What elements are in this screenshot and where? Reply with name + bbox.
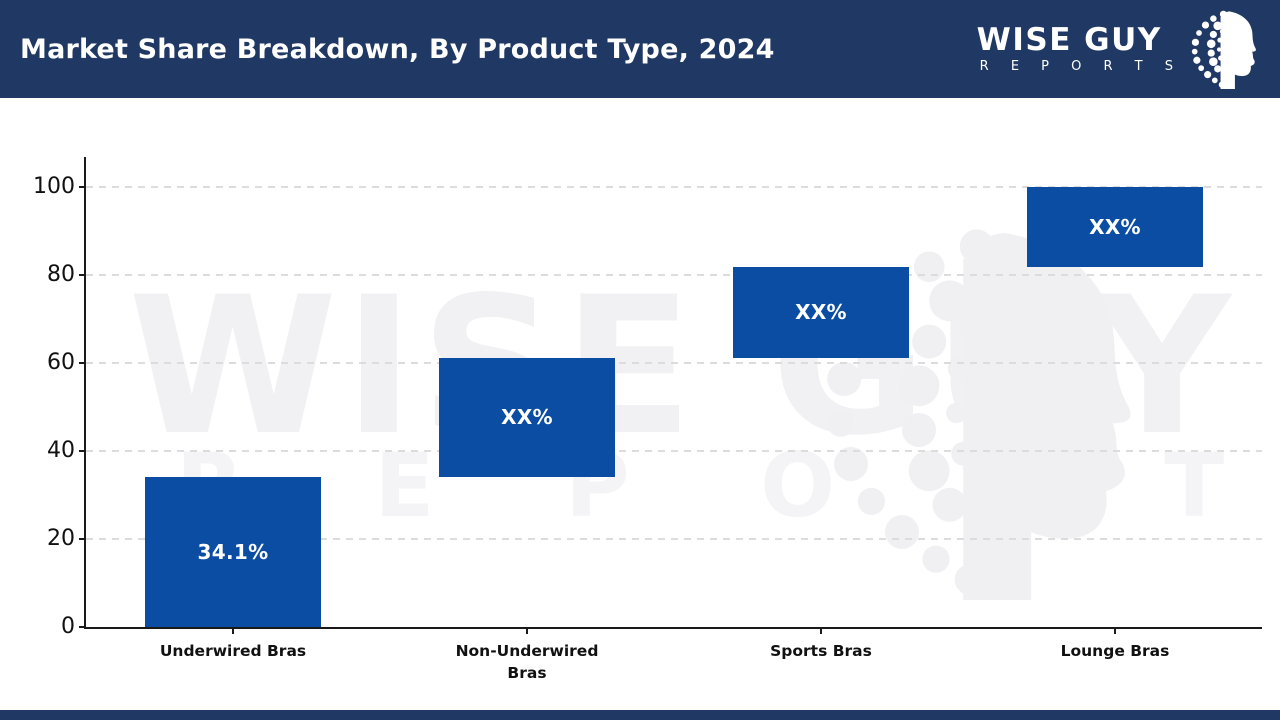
brand-subname: R E P O R T S [979, 59, 1182, 74]
bar-non-underwired-bras: XX% [439, 357, 615, 477]
y-tick-60 [79, 362, 86, 364]
bar-value-label-sports-bras: XX% [795, 300, 847, 325]
x-tick-sports-bras [820, 627, 822, 634]
x-tick-lounge-bras [1114, 627, 1116, 634]
gridline-60 [86, 362, 1262, 364]
y-tick-20 [79, 538, 86, 540]
y-tick-80 [79, 274, 86, 276]
y-tick-100 [79, 186, 86, 188]
gridline-80 [86, 274, 1262, 276]
bar-value-label-non-underwired-bras: XX% [501, 405, 553, 430]
gridline-100 [86, 186, 1262, 188]
y-tick-label-0: 0 [61, 614, 75, 639]
gridline-40 [86, 450, 1262, 452]
bar-sports-bras: XX% [733, 267, 909, 358]
bar-value-label-lounge-bras: XX% [1089, 215, 1141, 240]
brand-logo-text: WISE GUY R E P O R T S [976, 22, 1182, 74]
y-tick-label-60: 60 [47, 350, 75, 375]
brand-logo: WISE GUY R E P O R T S [977, 10, 1258, 89]
y-tick-label-20: 20 [47, 526, 75, 551]
brand-head-icon [1191, 10, 1256, 89]
y-axis-line [84, 157, 86, 629]
bar-lounge-bras: XX% [1027, 187, 1203, 268]
x-category-label-lounge-bras: Lounge Bras [1060, 642, 1170, 660]
x-category-label-sports-bras: Sports Bras [770, 642, 872, 660]
x-category-label-non-underwired-bras: Non-Underwired Bras [455, 642, 599, 682]
x-tick-underwired-bras [232, 627, 234, 634]
y-tick-0 [79, 626, 86, 628]
footer-bar [0, 710, 1280, 720]
x-axis-line [84, 627, 1262, 629]
y-tick-40 [79, 450, 86, 452]
y-tick-label-40: 40 [47, 438, 75, 463]
brand-name: WISE GUY [976, 22, 1162, 58]
gridline-20 [86, 538, 1262, 540]
bar-underwired-bras: 34.1% [145, 476, 321, 627]
y-tick-label-100: 100 [33, 174, 75, 199]
bar-value-label-underwired-bras: 34.1% [197, 539, 269, 564]
y-tick-label-80: 80 [47, 262, 75, 287]
x-tick-non-underwired-bras [526, 627, 528, 634]
page-title: Market Share Breakdown, By Product Type,… [20, 33, 775, 65]
x-category-label-underwired-bras: Underwired Bras [159, 642, 307, 660]
header-bar: Market Share Breakdown, By Product Type,… [0, 0, 1280, 98]
